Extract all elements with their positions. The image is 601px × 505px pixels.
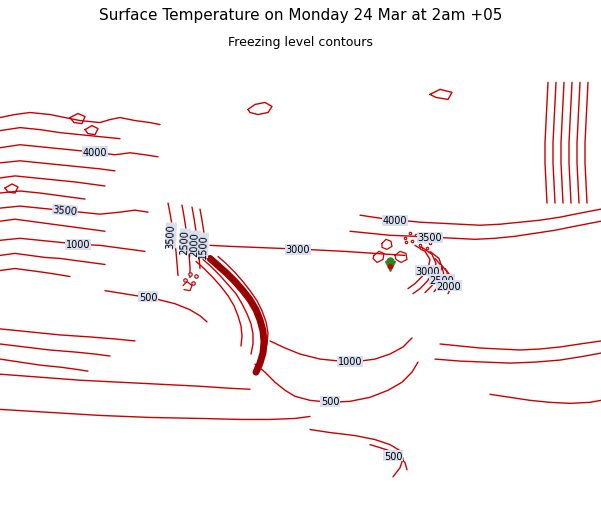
Text: 3500: 3500 xyxy=(52,205,78,217)
Text: 500: 500 xyxy=(321,396,339,407)
Text: 2000: 2000 xyxy=(437,281,462,291)
Text: 4000: 4000 xyxy=(383,216,407,226)
Text: 3000: 3000 xyxy=(416,266,441,276)
Text: Freezing level contours: Freezing level contours xyxy=(228,36,373,49)
Text: 1000: 1000 xyxy=(338,357,362,366)
Text: 1000: 1000 xyxy=(66,240,90,250)
Text: 2000: 2000 xyxy=(189,231,200,257)
Text: 500: 500 xyxy=(139,292,157,302)
Text: 2500: 2500 xyxy=(180,229,191,255)
Text: 3500: 3500 xyxy=(165,223,177,248)
Text: 2500: 2500 xyxy=(430,275,454,285)
Text: 500: 500 xyxy=(384,451,402,461)
Text: 1500: 1500 xyxy=(198,233,209,259)
Text: 3000: 3000 xyxy=(285,245,310,255)
Text: 4000: 4000 xyxy=(83,147,107,158)
Text: Surface Temperature on Monday 24 Mar at 2am +05: Surface Temperature on Monday 24 Mar at … xyxy=(99,9,502,23)
Text: 3500: 3500 xyxy=(418,233,442,243)
